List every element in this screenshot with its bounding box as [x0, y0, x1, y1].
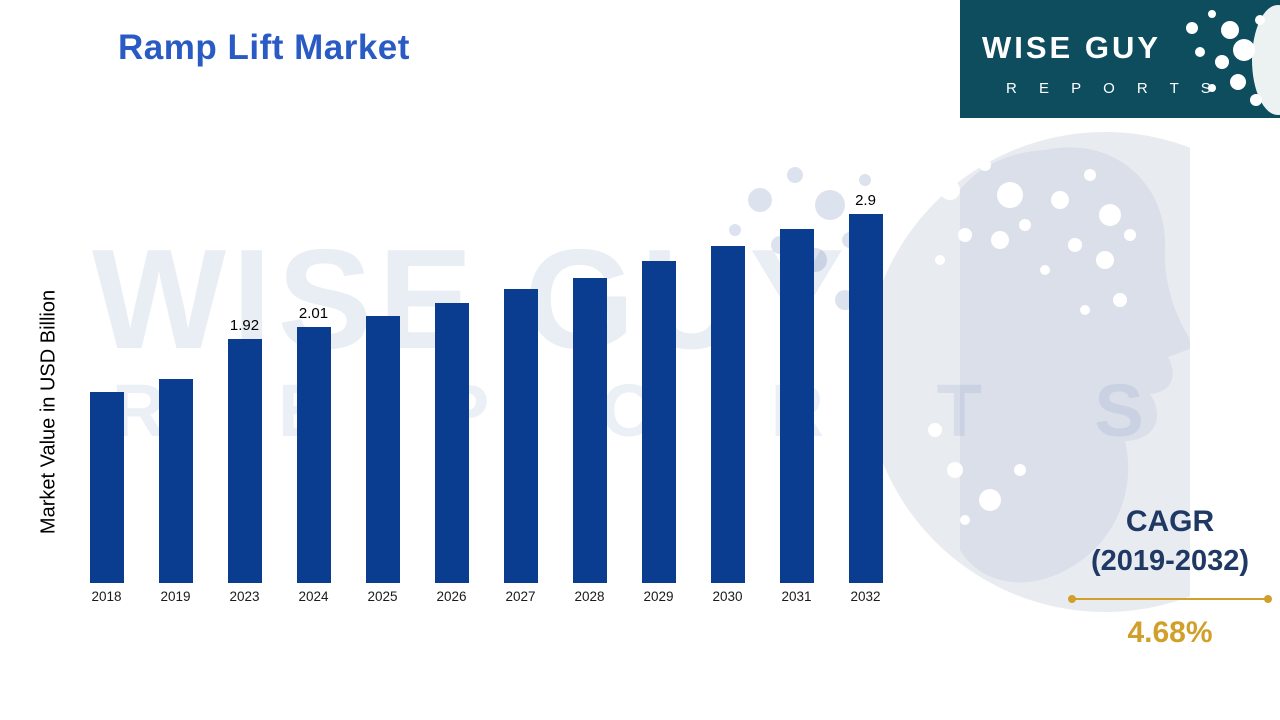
cagr-divider	[1068, 595, 1272, 603]
logo-face-silhouette	[1252, 5, 1280, 115]
x-tick-label: 2019	[160, 588, 191, 604]
cagr-block: CAGR (2019-2032) 4.68%	[1068, 505, 1272, 650]
bar	[365, 315, 400, 583]
bar	[296, 327, 331, 583]
bar	[779, 229, 814, 583]
page-title: Ramp Lift Market	[118, 28, 410, 67]
bar-column: 2018	[72, 149, 141, 609]
bar-column: 1.92 2023	[210, 149, 279, 609]
x-tick-label: 2031	[781, 588, 812, 604]
bar-column: 2027	[486, 149, 555, 609]
bar-plot: 2018 2019 1.92 2023 2.01 2024 2025 2026 2027 2028…	[72, 149, 900, 609]
bar	[434, 303, 469, 583]
logo-face-icon	[1186, 5, 1280, 115]
bar-column: 2019	[141, 149, 210, 609]
cagr-range: (2019-2032)	[1091, 545, 1249, 577]
bar	[641, 261, 676, 583]
dots-pattern-white	[928, 159, 1136, 525]
x-tick-label: 2029	[643, 588, 674, 604]
bar-column: 2.01 2024	[279, 149, 348, 609]
x-tick-label: 2023	[229, 588, 260, 604]
bar-value-label: 1.92	[229, 316, 260, 334]
x-tick-label: 2018	[91, 588, 122, 604]
bar-column: 2028	[555, 149, 624, 609]
bar-column: 2.9 2032	[831, 149, 900, 609]
x-tick-label: 2028	[574, 588, 605, 604]
bar	[710, 245, 745, 583]
bar-column: 2031	[762, 149, 831, 609]
x-tick-label: 2027	[505, 588, 536, 604]
logo-box: WISE GUY R E P O R T S	[960, 0, 1280, 118]
cagr-value: 4.68%	[1127, 616, 1213, 649]
x-tick-label: 2026	[436, 588, 467, 604]
bar	[158, 379, 193, 583]
bar-column: 2030	[693, 149, 762, 609]
logo-subtitle: R E P O R T S	[1006, 80, 1220, 97]
x-tick-label: 2024	[298, 588, 329, 604]
bar	[572, 277, 607, 583]
bar	[848, 213, 883, 583]
bar-column: 2025	[348, 149, 417, 609]
bar-column: 2026	[417, 149, 486, 609]
logo-wordmark: WISE GUY	[982, 30, 1162, 65]
x-tick-label: 2032	[850, 588, 881, 604]
bar-value-label: 2.01	[298, 305, 329, 323]
x-tick-label: 2030	[712, 588, 743, 604]
bar	[89, 392, 124, 583]
bar-column: 2029	[624, 149, 693, 609]
bar	[503, 289, 538, 583]
mask-rect	[1190, 118, 1280, 720]
bar	[227, 338, 262, 583]
y-axis-label: Market Value in USD Billion	[37, 289, 60, 535]
bar-value-label: 2.9	[855, 191, 876, 209]
cagr-label: CAGR	[1125, 505, 1215, 538]
x-tick-label: 2025	[367, 588, 398, 604]
